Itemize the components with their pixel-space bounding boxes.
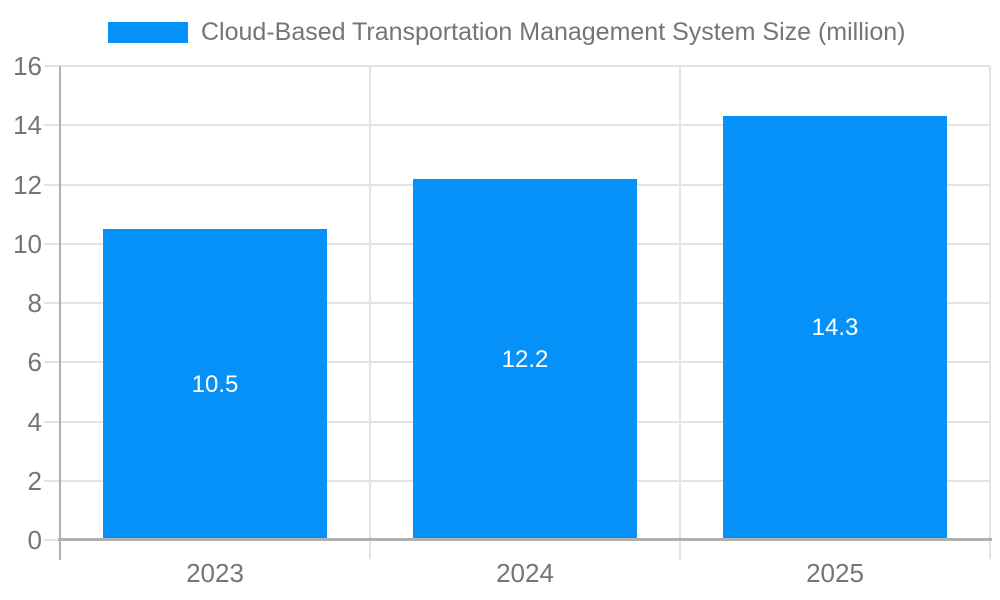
y-tick-mark — [44, 479, 60, 482]
gridline-v — [369, 66, 371, 559]
y-tick-mark — [44, 302, 60, 304]
y-tick-label: 14 — [13, 110, 42, 141]
gridline-h — [60, 124, 990, 127]
x-axis-line — [58, 538, 992, 541]
y-tick-label: 10 — [13, 228, 42, 259]
gridline-h — [60, 65, 990, 67]
y-tick-label: 8 — [27, 288, 42, 318]
y-tick-label: 6 — [27, 347, 42, 378]
y-tick-mark — [44, 242, 60, 245]
bar-2023: 10.5 — [103, 229, 327, 540]
gridline-v — [679, 66, 681, 559]
y-axis-line — [59, 66, 61, 560]
bar-value-label: 10.5 — [191, 370, 239, 398]
bar-value-label: 14.3 — [811, 314, 859, 341]
y-tick-mark — [44, 420, 60, 423]
y-tick-label: 2 — [27, 465, 42, 496]
y-tick-mark — [44, 539, 60, 541]
y-tick-label: 0 — [27, 525, 42, 555]
x-tick-label-2025: 2025 — [806, 558, 864, 588]
y-tick-label: 12 — [13, 169, 42, 200]
legend-swatch — [108, 21, 188, 43]
y-tick-label: 16 — [13, 51, 42, 81]
chart-title: Cloud-Based Transportation Management Sy… — [201, 18, 906, 46]
bar-2025: 14.3 — [723, 116, 947, 540]
x-tick-label-2023: 2023 — [186, 558, 244, 588]
y-tick-mark — [44, 124, 60, 127]
plot-area: 0 2 4 6 8 10 12 14 16 10.5 12.2 14.3 2023 2024 2025 — [13, 51, 992, 588]
y-tick-mark — [44, 183, 60, 186]
x-tick-label-2024: 2024 — [496, 558, 554, 588]
y-tick-mark — [44, 361, 60, 364]
bar-value-label: 12.2 — [501, 345, 549, 373]
y-tick-label: 4 — [27, 406, 42, 437]
bar-2024: 12.2 — [413, 179, 637, 540]
y-tick-mark — [44, 65, 60, 67]
chart-legend: Cloud-Based Transportation Management Sy… — [108, 12, 905, 52]
gridline-v — [989, 66, 991, 559]
